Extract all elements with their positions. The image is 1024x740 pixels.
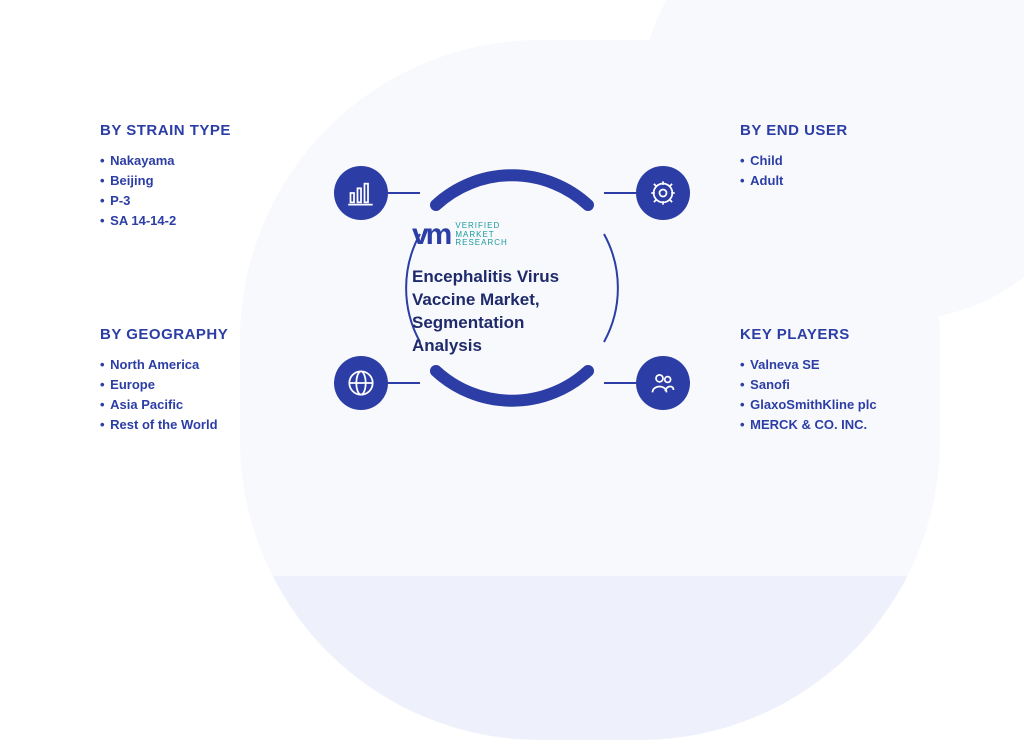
logo: vm VERIFIED MARKET RESEARCH	[412, 218, 612, 252]
list-item: North America	[100, 355, 320, 375]
connector-tl	[388, 192, 420, 194]
segment-end-user: BY END USER Child Adult	[740, 122, 960, 191]
segment-list: Child Adult	[740, 151, 960, 191]
list-item: Child	[740, 151, 960, 171]
connector-bl	[388, 382, 420, 384]
list-item: Sanofi	[740, 375, 960, 395]
segment-title: KEY PLAYERS	[740, 326, 960, 343]
list-item: Europe	[100, 375, 320, 395]
logo-mark: vm	[412, 218, 449, 252]
list-item: Adult	[740, 171, 960, 191]
center-hub: vm VERIFIED MARKET RESEARCH Encephalitis…	[372, 148, 652, 428]
list-item: GlaxoSmithKline plc	[740, 395, 960, 415]
infographic-container: vm VERIFIED MARKET RESEARCH Encephalitis…	[0, 0, 1024, 576]
list-item: Beijing	[100, 171, 320, 191]
users-icon	[636, 356, 690, 410]
center-content: vm VERIFIED MARKET RESEARCH Encephalitis…	[412, 218, 612, 358]
segment-list: Valneva SE Sanofi GlaxoSmithKline plc ME…	[740, 355, 960, 436]
list-item: Valneva SE	[740, 355, 960, 375]
list-item: Nakayama	[100, 151, 320, 171]
segment-strain-type: BY STRAIN TYPE Nakayama Beijing P-3 SA 1…	[100, 122, 320, 232]
globe-icon	[334, 356, 388, 410]
connector-br	[604, 382, 636, 384]
list-item: P-3	[100, 191, 320, 211]
list-item: SA 14-14-2	[100, 211, 320, 231]
segment-title: BY GEOGRAPHY	[100, 326, 320, 343]
center-title: Encephalitis Virus Vaccine Market, Segme…	[412, 266, 612, 358]
list-item: Rest of the World	[100, 415, 320, 435]
segment-key-players: KEY PLAYERS Valneva SE Sanofi GlaxoSmith…	[740, 326, 960, 436]
bar-chart-icon	[334, 166, 388, 220]
segment-title: BY END USER	[740, 122, 960, 139]
segment-title: BY STRAIN TYPE	[100, 122, 320, 139]
gear-icon	[636, 166, 690, 220]
connector-tr	[604, 192, 636, 194]
segment-list: North America Europe Asia Pacific Rest o…	[100, 355, 320, 436]
list-item: MERCK & CO. INC.	[740, 415, 960, 435]
list-item: Asia Pacific	[100, 395, 320, 415]
logo-text: VERIFIED MARKET RESEARCH	[455, 222, 507, 248]
segment-list: Nakayama Beijing P-3 SA 14-14-2	[100, 151, 320, 232]
segment-geography: BY GEOGRAPHY North America Europe Asia P…	[100, 326, 320, 436]
